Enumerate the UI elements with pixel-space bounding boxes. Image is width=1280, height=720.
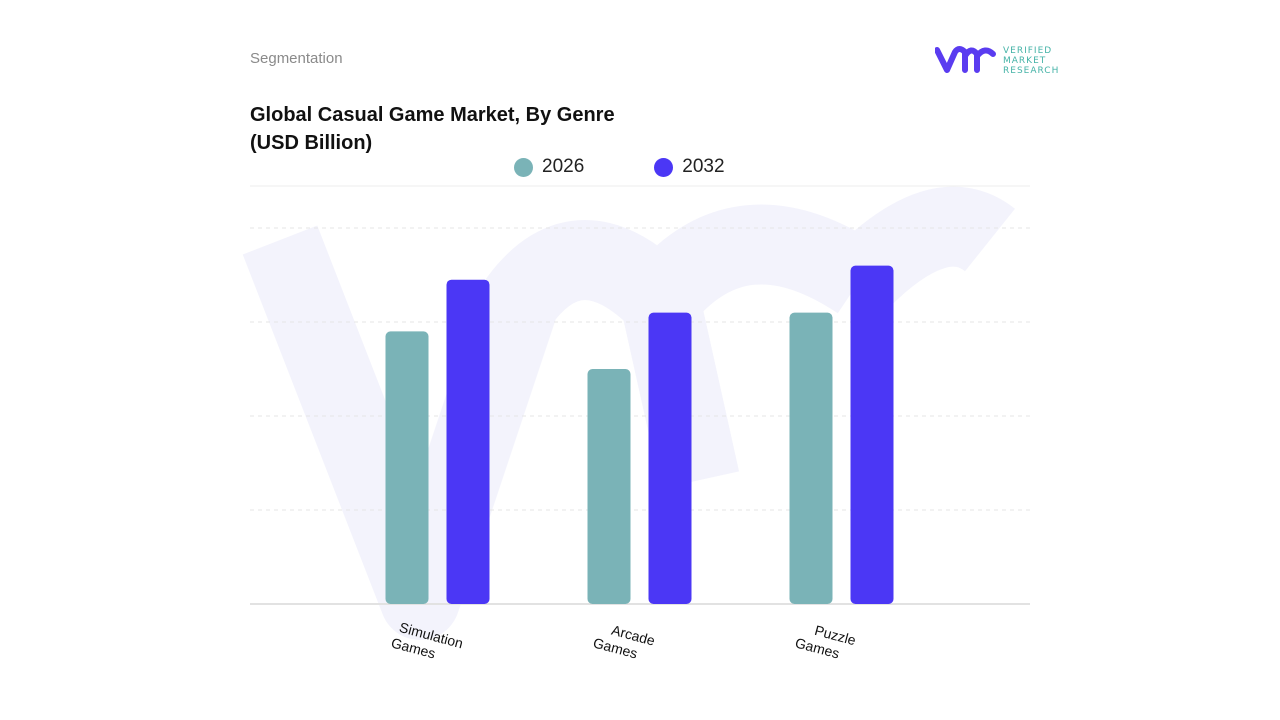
bar-2026-0 xyxy=(385,331,429,604)
legend-item-2026: 2026 xyxy=(514,156,584,178)
bar-2026-1 xyxy=(587,369,631,604)
title-line-2: (USD Billion) xyxy=(250,132,373,154)
legend-label-2032: 2032 xyxy=(682,156,725,177)
legend: 2026 2032 xyxy=(514,156,725,178)
legend-label-2026: 2026 xyxy=(542,156,585,177)
svg-text:VERIFIED: VERIFIED xyxy=(1003,46,1052,56)
section-label: Segmentation xyxy=(250,50,343,67)
title-line-1: Global Casual Game Market, By Genre xyxy=(250,104,615,126)
legend-swatch-2026 xyxy=(514,157,533,177)
vmr-logo: VERIFIED MARKET RESEARCH xyxy=(934,42,1065,76)
svg-text:RESEARCH: RESEARCH xyxy=(1003,66,1059,76)
svg-text:MARKET: MARKET xyxy=(1003,56,1046,66)
x-tick-label: SimulationGames xyxy=(390,618,465,668)
legend-item-2032: 2032 xyxy=(654,156,725,178)
bar-2032-2 xyxy=(850,265,894,604)
x-tick-label: ArcadeGames xyxy=(592,618,657,665)
bar-2026-2 xyxy=(789,312,833,604)
chart-title: Global Casual Game Market, By Genre (USD… xyxy=(250,101,670,157)
bar-2032-0 xyxy=(446,279,490,604)
legend-swatch-2032 xyxy=(654,157,674,177)
x-tick-label: PuzzleGames xyxy=(794,618,858,665)
bar-2032-1 xyxy=(648,312,692,604)
watermark xyxy=(242,186,1015,640)
